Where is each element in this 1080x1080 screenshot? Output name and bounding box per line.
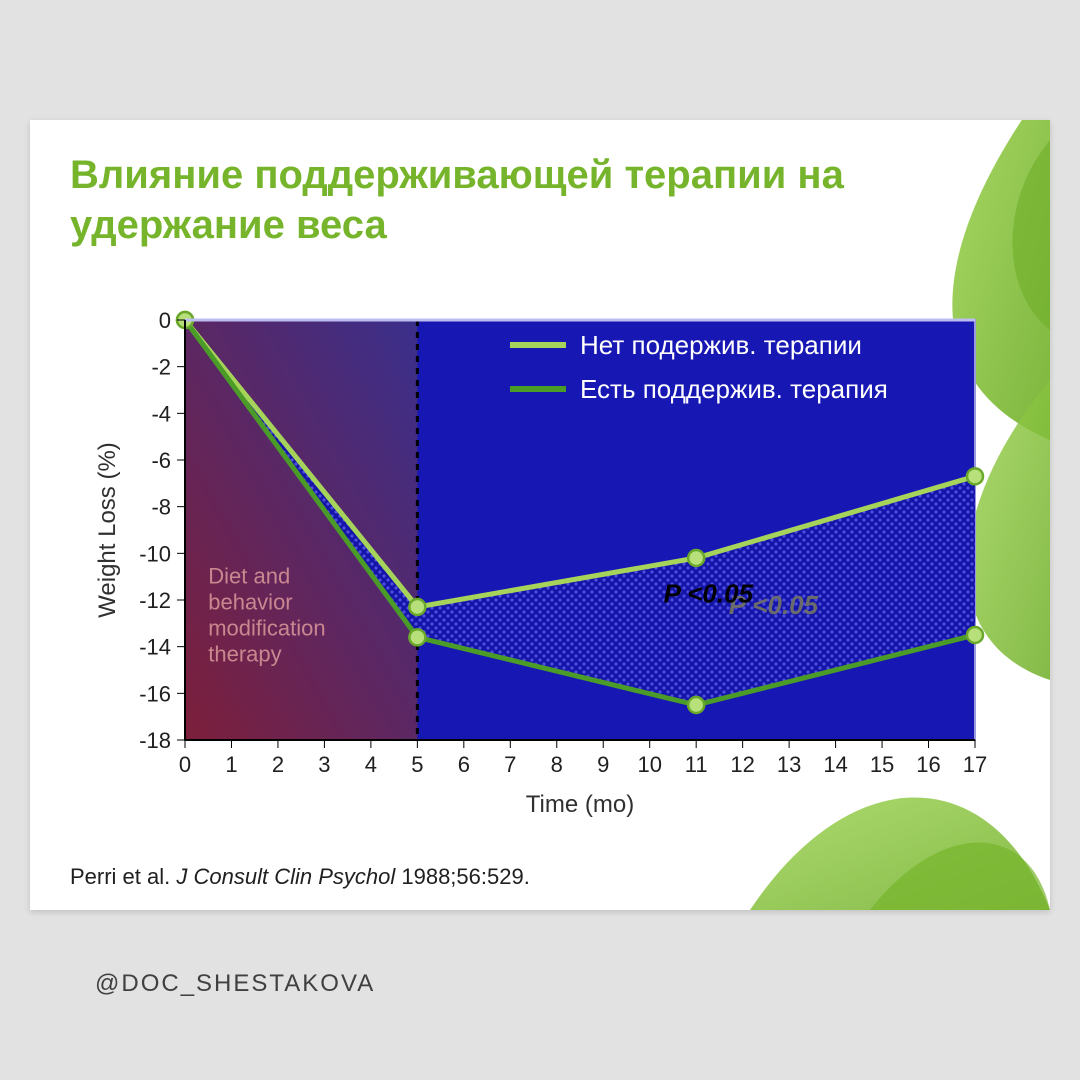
svg-text:14: 14 [823,752,847,777]
weight-loss-chart: Diet andbehaviormodificationtherapy P <0.… [90,290,1010,850]
svg-text:behavior: behavior [208,590,292,615]
citation-suffix: 1988;56:529. [395,864,530,889]
svg-text:1: 1 [225,752,237,777]
svg-text:15: 15 [870,752,894,777]
svg-text:3: 3 [318,752,330,777]
slide-card: Влияние поддерживающей терапии на удержа… [30,120,1050,910]
svg-text:11: 11 [685,752,708,777]
svg-text:4: 4 [365,752,377,777]
svg-text:-16: -16 [139,681,171,706]
svg-text:0: 0 [159,308,171,333]
svg-text:7: 7 [504,752,516,777]
svg-text:-18: -18 [139,728,171,753]
svg-text:P <0.05: P <0.05 [664,578,754,608]
svg-text:17: 17 [963,752,987,777]
svg-text:-4: -4 [151,401,171,426]
svg-text:Weight Loss (%): Weight Loss (%) [94,442,121,618]
author-handle: @DOC_SHESTAKOVA [95,970,375,998]
svg-text:therapy: therapy [208,642,281,667]
svg-text:-10: -10 [139,541,171,566]
svg-text:Нет подержив. терапии: Нет подержив. терапии [580,330,862,360]
svg-text:Есть поддержив. терапия: Есть поддержив. терапия [580,374,888,404]
svg-text:9: 9 [597,752,609,777]
svg-text:5: 5 [411,752,423,777]
svg-text:0: 0 [179,752,191,777]
svg-text:-12: -12 [139,588,171,613]
svg-text:6: 6 [458,752,470,777]
svg-text:-14: -14 [139,635,171,660]
svg-text:-8: -8 [151,495,171,520]
svg-text:2: 2 [272,752,284,777]
svg-text:10: 10 [637,752,661,777]
citation-text: Perri et al. J Consult Clin Psychol 1988… [70,864,530,890]
svg-text:16: 16 [916,752,940,777]
svg-text:8: 8 [551,752,563,777]
citation-prefix: Perri et al. [70,864,176,889]
svg-text:13: 13 [777,752,801,777]
svg-text:modification: modification [208,616,325,641]
svg-text:Diet and: Diet and [208,564,290,589]
svg-text:-2: -2 [151,355,171,380]
svg-text:-6: -6 [151,448,171,473]
svg-text:Time (mo): Time (mo) [526,791,634,818]
svg-text:12: 12 [730,752,754,777]
slide-title: Влияние поддерживающей терапии на удержа… [70,150,1020,250]
citation-journal: J Consult Clin Psychol [176,864,395,889]
